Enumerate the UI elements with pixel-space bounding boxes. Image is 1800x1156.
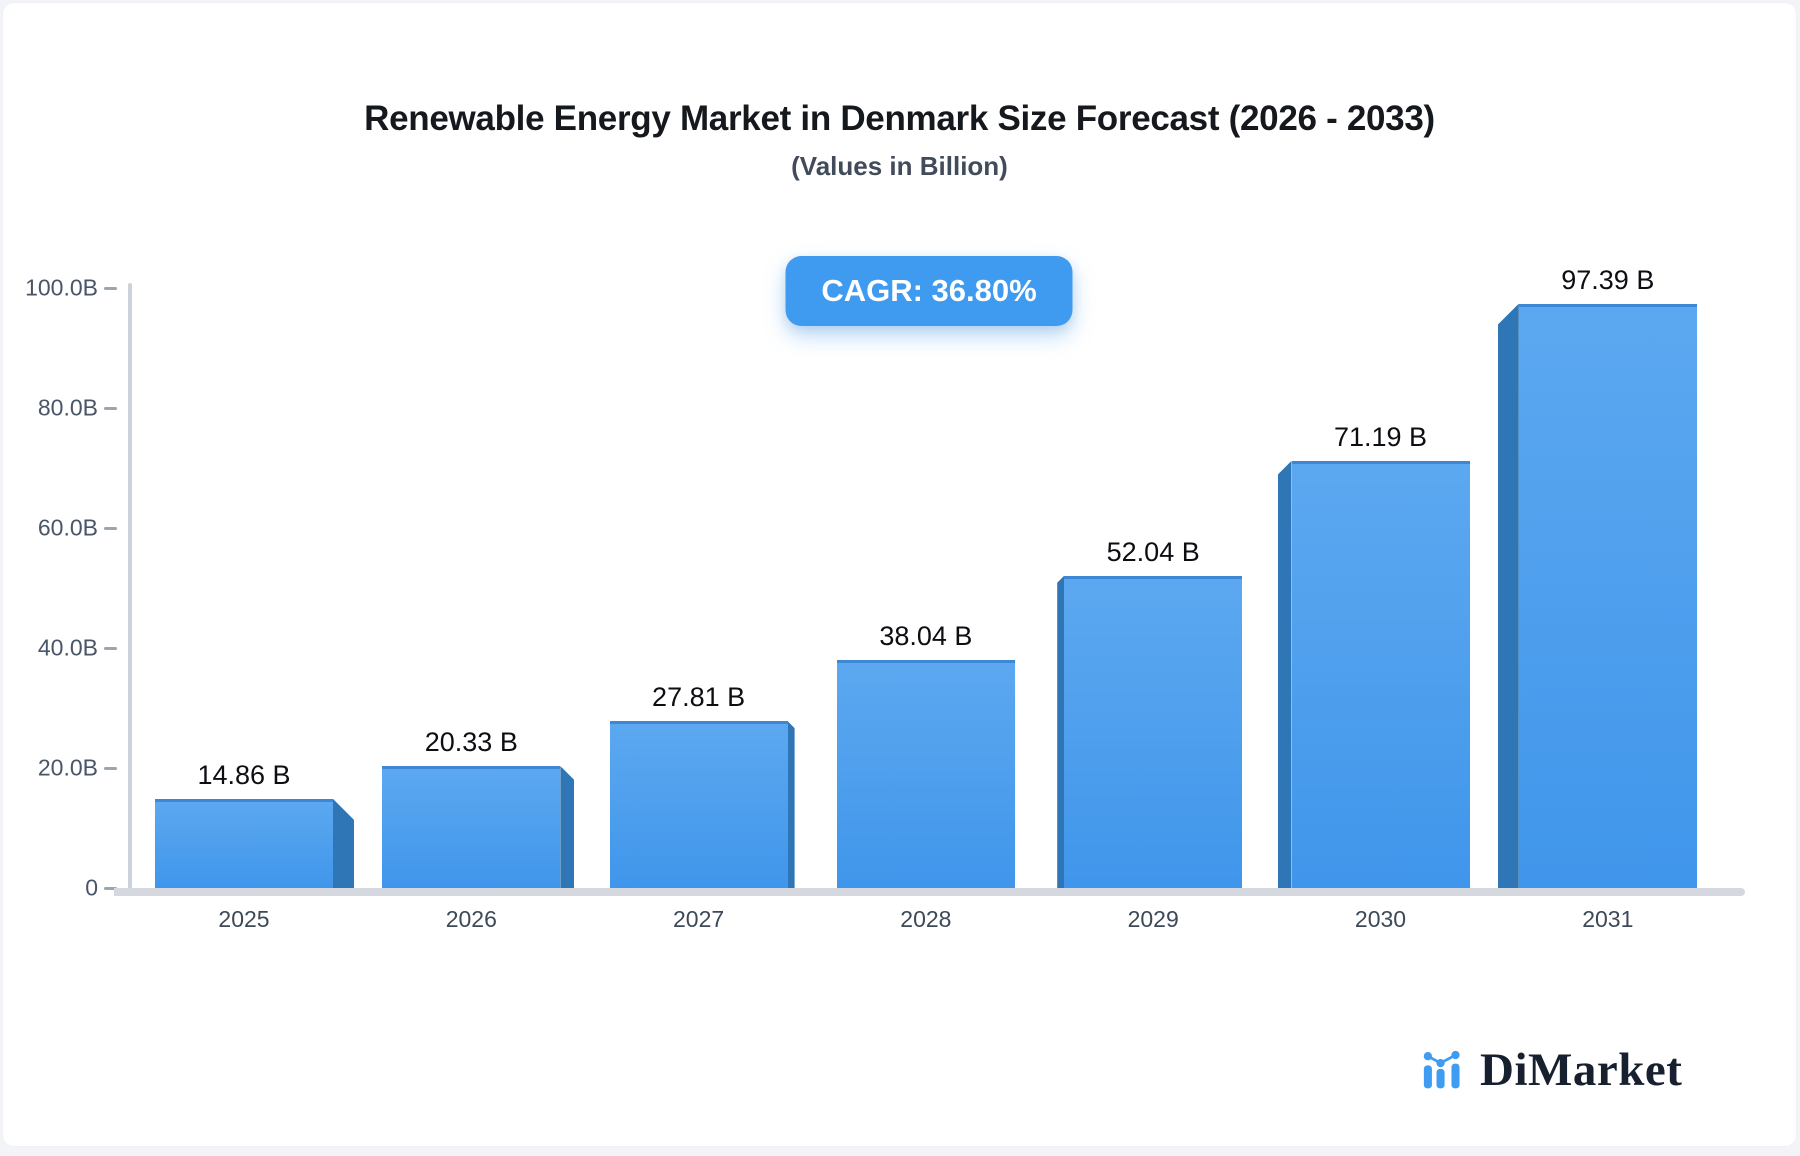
bar-2030-front-face [1291,460,1470,888]
bar-2027-side-face [787,721,795,888]
x-axis-label-2030: 2030 [1354,906,1407,932]
bar-2031-front-face [1518,303,1697,888]
y-axis-tick-mark [104,886,117,890]
x-axis-label-2026: 2026 [445,906,497,932]
bar-value-label-2027: 27.81 B [652,682,746,713]
y-axis-tick-mark [104,646,117,650]
y-axis-tick-mark [104,286,117,290]
bar-value-label-2031: 97.39 B [1561,264,1655,295]
y-axis-tick-mark [104,406,117,410]
bar-2025-front-face [155,798,333,888]
chart-title: Renewable Energy Market in Denmark Size … [364,99,1435,138]
x-axis-baseline [114,888,1745,896]
x-axis-label-2027: 2027 [673,906,725,932]
bar-value-label-2025: 14.86 B [197,759,291,790]
bar-2029-side-face [1057,575,1065,888]
bar-2026-front-face [382,766,561,888]
bar-2031-side-face [1497,303,1519,888]
bar-value-label-2028: 38.04 B [879,620,973,651]
bar-2027-front-face [609,721,788,888]
brand-name: DiMarket [1480,1044,1683,1096]
bar-value-label-2026: 20.33 B [424,727,518,758]
y-axis-tick-mark [104,526,117,530]
x-axis-label-2025: 2025 [218,906,270,932]
y-axis-tick-label: 20.0B [37,754,98,781]
bar-2026-side-face [560,766,575,888]
bar-2029-front-face [1064,575,1243,888]
y-axis-tick-label: 0 [85,874,98,901]
bar-value-label-2030: 71.19 B [1333,421,1428,452]
y-axis-tick-label: 60.0B [37,514,98,541]
brand-logo: DiMarket [1421,1043,1682,1097]
bar-2028-front-face [836,659,1015,888]
x-axis-label-2028: 2028 [900,906,952,932]
cagr-badge: CAGR: 36.80% [785,256,1073,326]
y-axis-line [128,283,132,895]
chart-subtitle: (Values in Billion) [791,151,1008,181]
x-axis-label-2029: 2029 [1127,906,1179,932]
bar-value-label-2029: 52.04 B [1106,536,1200,567]
dimarket-logo-icon [1423,1050,1460,1089]
bar-2025-side-face [333,798,354,888]
y-axis-tick-label: 100.0B [25,274,98,301]
y-axis-tick-label: 80.0B [37,394,98,421]
bar-chart-plot-area: 100.0B 80.0B 60.0B 40.0B 20.0B 0 14.86 B 2025 20… [3,3,1796,1146]
bar-2030-side-face [1277,460,1292,888]
y-axis-tick-label: 40.0B [37,634,98,661]
x-axis-label-2031: 2031 [1582,906,1634,932]
y-axis-tick-mark [104,766,117,770]
cagr-badge-text: CAGR: 36.80% [821,273,1037,308]
